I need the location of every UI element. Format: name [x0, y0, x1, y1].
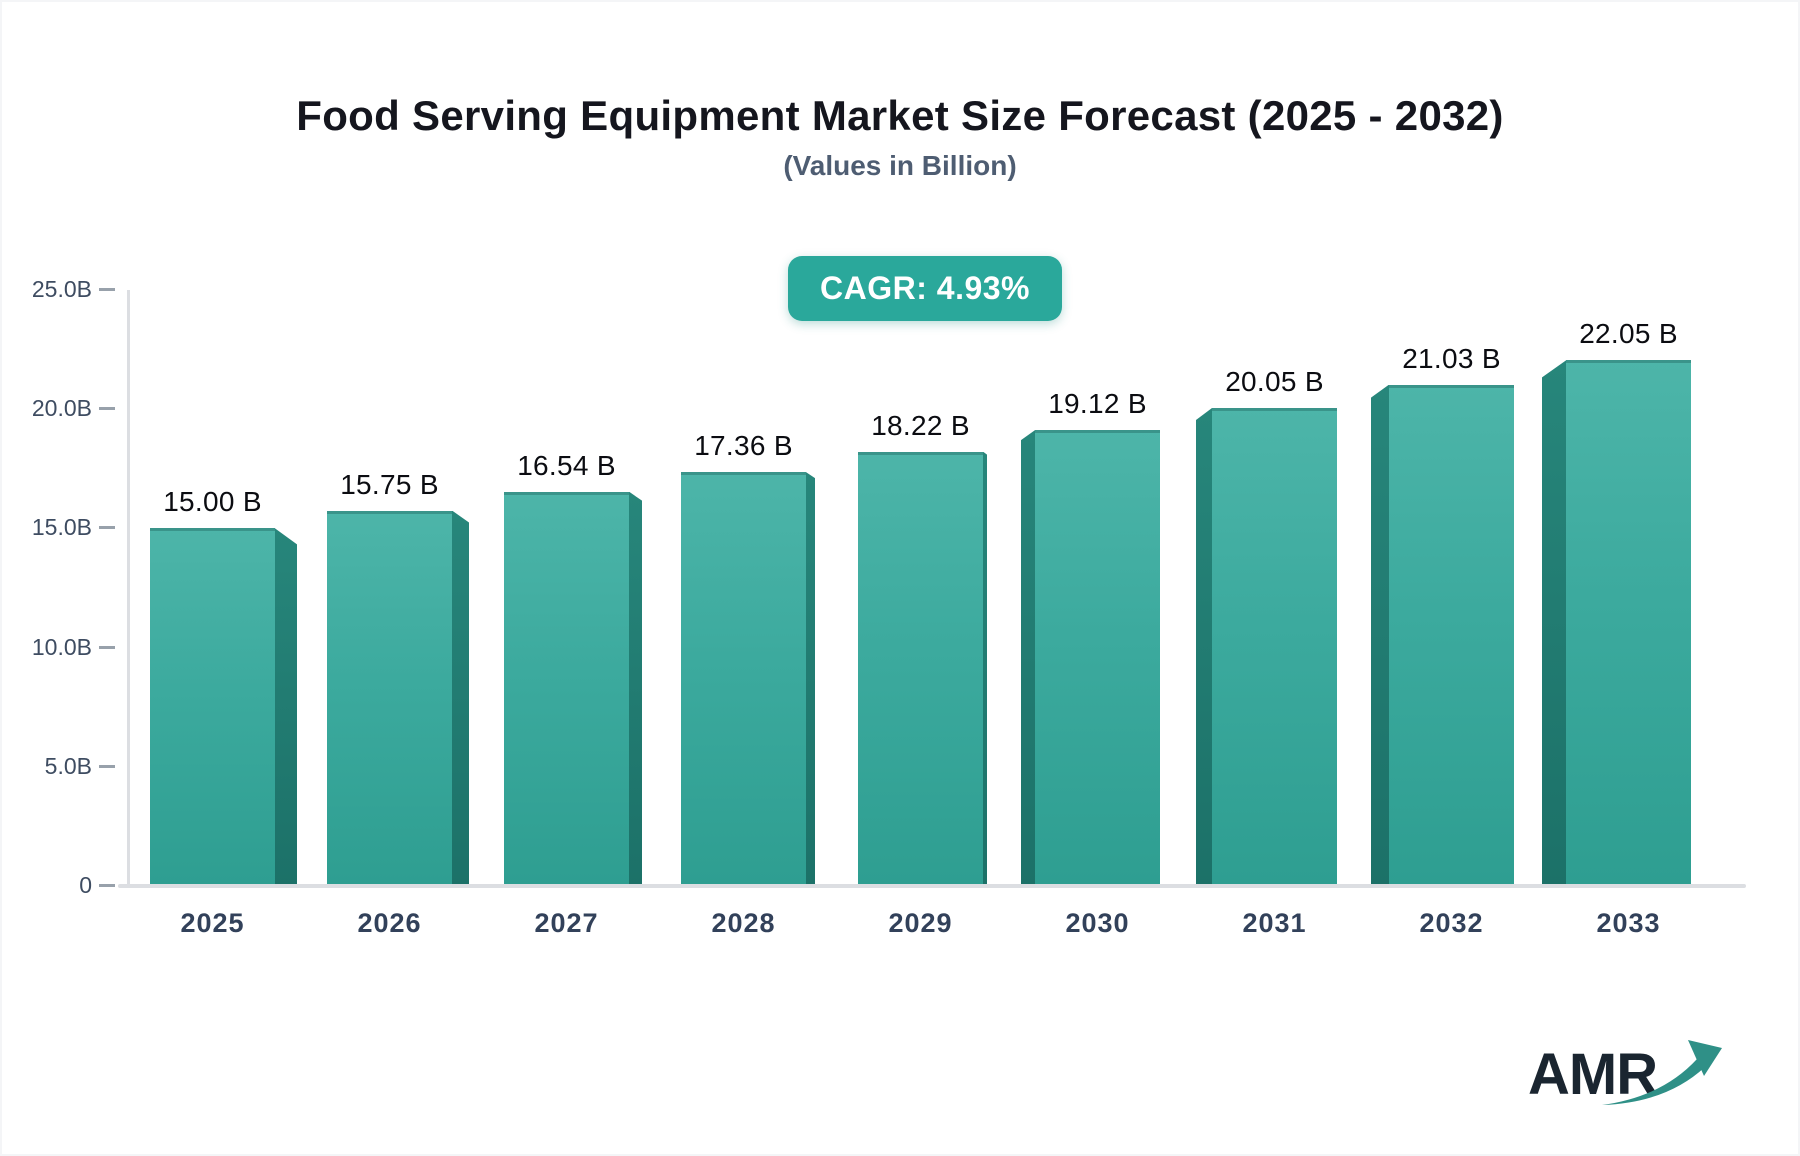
x-axis-category-label: 2032: [1419, 908, 1484, 938]
amr-logo: AMR: [1528, 1040, 1722, 1107]
bar-3d-side: [1542, 360, 1566, 886]
bar-value-label: 18.22 B: [871, 409, 970, 441]
x-axis-category-label: 2026: [357, 908, 422, 938]
bar-3d-side: [1371, 384, 1389, 886]
bar[interactable]: [1212, 408, 1337, 886]
bar-value-label: 16.54 B: [517, 449, 616, 481]
bar-value-label: 15.75 B: [340, 468, 439, 500]
cagr-badge: CAGR: 4.93%: [788, 256, 1062, 321]
bar[interactable]: [681, 472, 806, 886]
y-axis-tick-label: 15.0B: [31, 514, 92, 541]
logo-text: AMR: [1528, 1042, 1657, 1107]
x-axis-category-label: 2025: [180, 908, 245, 938]
y-axis-tick-mark: [99, 407, 115, 411]
y-axis-tick-mark: [99, 645, 115, 649]
bar-value-label: 19.12 B: [1048, 388, 1147, 420]
bar[interactable]: [1389, 384, 1514, 886]
y-axis-tick-label: 0: [79, 872, 92, 898]
bar[interactable]: [1566, 360, 1691, 886]
y-axis-tick-mark: [99, 884, 115, 887]
bar-3d-side: [983, 451, 987, 886]
bar-3d-side: [1196, 408, 1212, 886]
y-axis-line: [127, 290, 130, 886]
y-axis-tick-label: 25.0B: [31, 276, 92, 302]
chart-title: Food Serving Equipment Market Size Forec…: [296, 92, 1504, 139]
y-axis-tick-mark: [99, 764, 115, 768]
bar-value-label: 20.05 B: [1225, 366, 1324, 397]
bar[interactable]: [150, 528, 275, 886]
y-axis-tick-mark: [99, 288, 115, 291]
bar-value-label: 21.03 B: [1402, 342, 1501, 374]
bar[interactable]: [858, 451, 983, 886]
y-axis-tick-label: 20.0B: [31, 395, 92, 422]
x-axis-category-label: 2027: [534, 908, 599, 938]
x-axis-category-label: 2030: [1065, 908, 1130, 938]
y-axis-tick-mark: [99, 526, 115, 530]
x-axis-category-label: 2029: [888, 908, 953, 938]
bar-3d-side: [1021, 430, 1035, 886]
growth-arrow-icon: [1602, 1040, 1722, 1105]
x-axis-category-label: 2031: [1242, 908, 1307, 938]
bar-3d-side: [806, 472, 815, 886]
bar-3d-side: [452, 510, 469, 886]
y-axis-tick-label: 10.0B: [31, 633, 92, 660]
bar[interactable]: [1035, 430, 1160, 886]
bar-3d-side: [275, 528, 297, 886]
bar[interactable]: [327, 510, 452, 886]
bar-value-label: 15.00 B: [163, 486, 262, 518]
bar-value-label: 17.36 B: [694, 430, 793, 462]
y-axis-tick-label: 5.0B: [44, 752, 92, 779]
bar[interactable]: [504, 491, 629, 886]
chart-subtitle: (Values in Billion): [783, 150, 1017, 181]
bar-value-label: 22.05 B: [1579, 318, 1678, 350]
x-axis-category-label: 2033: [1596, 908, 1661, 938]
bar-3d-side: [629, 491, 642, 886]
x-axis-line: [118, 884, 1746, 888]
x-axis-category-label: 2028: [711, 908, 776, 938]
